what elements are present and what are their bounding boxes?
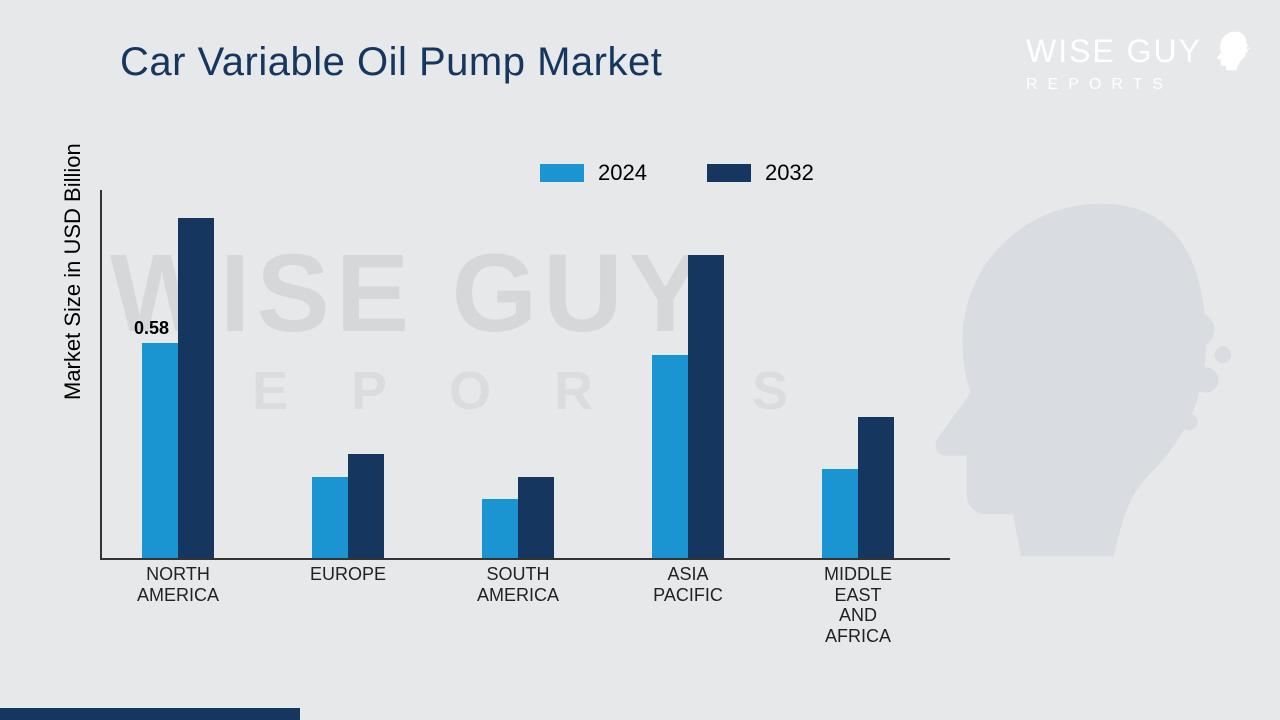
bottom-accent-bar — [0, 708, 300, 720]
legend-item-2024: 2024 — [540, 160, 647, 186]
bar-2032 — [348, 454, 384, 558]
legend-label-2024: 2024 — [598, 160, 647, 186]
bar-group — [822, 417, 894, 558]
x-axis-label: MIDDLEEASTANDAFRICA — [788, 558, 928, 647]
x-axis-label: ASIAPACIFIC — [618, 558, 758, 605]
bar-group — [482, 477, 554, 558]
bar-group — [142, 218, 214, 558]
bar-2032 — [858, 417, 894, 558]
brand-line2: REPORTS — [1026, 76, 1256, 94]
bar-2024 — [482, 499, 518, 558]
bar-2032 — [178, 218, 214, 558]
brand-line1: WISE GUY — [1026, 33, 1202, 70]
chart-plot: 0.58NORTHAMERICAEUROPESOUTHAMERICAASIAPA… — [100, 190, 950, 560]
bar-2032 — [518, 477, 554, 558]
bar-group — [652, 255, 724, 558]
legend: 2024 2032 — [540, 160, 814, 186]
x-axis-label: SOUTHAMERICA — [448, 558, 588, 605]
x-axis-label: NORTHAMERICA — [108, 558, 248, 605]
bar-2032 — [688, 255, 724, 558]
y-axis-label: Market Size in USD Billion — [60, 143, 86, 400]
legend-item-2032: 2032 — [707, 160, 814, 186]
chart-canvas: WISE GUY R E P O R T S Car Variable Oil … — [0, 0, 1280, 720]
brand-head-icon — [1210, 28, 1256, 74]
chart-title: Car Variable Oil Pump Market — [120, 40, 662, 85]
bar-2024 — [312, 477, 348, 558]
brand-logo: WISE GUY REPORTS — [1026, 28, 1256, 94]
legend-label-2032: 2032 — [765, 160, 814, 186]
legend-swatch-2032 — [707, 164, 751, 182]
bar-2024 — [822, 469, 858, 558]
bar-2024 — [142, 343, 178, 558]
legend-swatch-2024 — [540, 164, 584, 182]
x-axis-label: EUROPE — [278, 558, 418, 585]
bar-2024 — [652, 355, 688, 559]
bar-value-label: 0.58 — [134, 318, 169, 339]
bar-group — [312, 454, 384, 558]
